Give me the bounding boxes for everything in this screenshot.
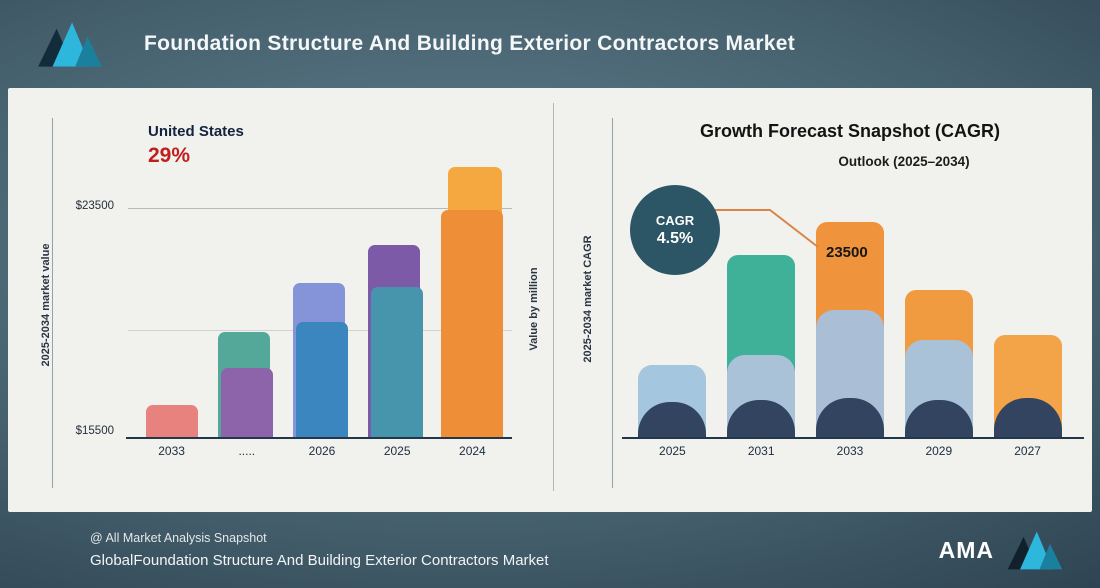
x-axis-label: 2029 — [925, 444, 953, 458]
right-chart-y-axis-title: 2025-2034 market CAGR — [582, 235, 594, 363]
right-chart-title: Growth Forecast Snapshot (CAGR) — [699, 121, 1000, 141]
chart-bar — [145, 405, 198, 437]
page-title: Foundation Structure And Building Exteri… — [144, 32, 796, 55]
left-chart-y-axis-title: 2025-2034 market value — [40, 243, 52, 367]
left-chart-y-axis-line — [52, 118, 53, 488]
x-axis-label: 2025 — [659, 444, 686, 458]
x-axis-label: 2024 — [459, 444, 486, 458]
cagr-badge: CAGR 4.5% — [630, 185, 720, 275]
left-chart-right-axis-title: Value by million — [528, 267, 540, 351]
main-panel: $23500 $15500 United States 29% 2025-203… — [8, 88, 1092, 512]
footer-text: @ All Market Analysis Snapshot GlobalFou… — [90, 531, 549, 569]
cagr-badge-label: CAGR — [655, 212, 695, 228]
right-chart-x-axis-line — [622, 437, 1084, 439]
chart-bar — [371, 287, 424, 437]
brand-name: AMA — [938, 536, 994, 563]
x-axis-label: 2031 — [747, 444, 775, 458]
logo-teal-peak — [75, 36, 102, 67]
left-chart-tick-top: $23500 — [75, 200, 114, 212]
footer-report-title: GlobalFoundation Structure And Building … — [90, 552, 549, 569]
left-chart-bars — [134, 113, 510, 437]
chart-bar — [220, 368, 273, 437]
right-chart-bars — [628, 113, 1072, 437]
right-chart-y-axis-line — [612, 118, 613, 488]
ama-logo-icon — [34, 17, 106, 71]
x-axis-label: 2025 — [383, 444, 411, 458]
country-label: United States — [148, 123, 244, 140]
left-chart-cats: 2033..... 2026 2025 2024 — [134, 444, 510, 460]
highlight-percentage: 29% — [148, 144, 191, 167]
footer-tagline: @ All Market Analysis Snapshot — [90, 531, 267, 545]
right-chart-cats: 2025 2031 2033 2029 2027 — [628, 444, 1072, 460]
x-axis-label: 2027 — [1014, 444, 1041, 458]
left-chart-x-axis-line — [126, 437, 512, 439]
right-chart-subtitle: Outlook (2025–2034) — [838, 154, 970, 169]
header: Foundation Structure And Building Exteri… — [0, 0, 1100, 88]
chart-bar — [993, 398, 1062, 437]
footer-logo-teal-peak — [1039, 543, 1063, 570]
chart-bar — [296, 322, 348, 437]
chart-divider-line — [553, 103, 554, 491]
left-chart-tick-bottom: $15500 — [75, 425, 114, 437]
x-axis-label: ..... — [238, 444, 256, 458]
bar-data-label: 23500 — [826, 244, 868, 261]
ama-footer-logo-icon — [1004, 528, 1066, 572]
left-chart-gridline-top — [128, 208, 512, 209]
footer: @ All Market Analysis Snapshot GlobalFou… — [0, 512, 1100, 588]
footer-brand: AMA — [939, 528, 1066, 572]
x-axis-label: 2033 — [836, 444, 864, 458]
cagr-badge-value: 4.5% — [656, 229, 694, 247]
x-axis-label: 2026 — [308, 444, 336, 458]
x-axis-label: 2033 — [158, 444, 185, 458]
chart-bar — [441, 210, 504, 437]
